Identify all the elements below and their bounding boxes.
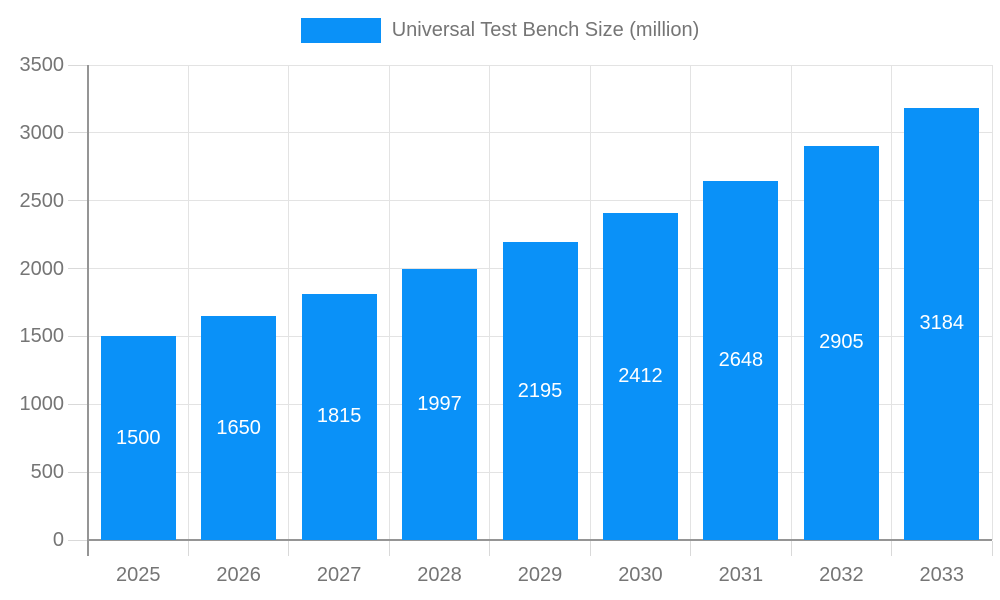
x-axis-label: 2025 <box>115 564 161 586</box>
x-axis-label: 2032 <box>819 564 864 586</box>
x-tick-mark <box>790 541 792 556</box>
x-tick-mark <box>288 541 290 556</box>
x-gridline <box>288 65 290 540</box>
x-tick-mark <box>891 541 893 556</box>
x-tick-mark <box>187 541 189 556</box>
y-gridline <box>88 64 992 66</box>
bar[interactable]: 2905 <box>803 145 879 540</box>
chart-legend: Universal Test Bench Size (million) <box>0 18 1000 43</box>
x-gridline <box>690 65 692 540</box>
x-axis-label: 2029 <box>517 564 563 586</box>
x-tick-mark <box>388 541 390 556</box>
x-tick-mark <box>690 541 692 556</box>
x-tick-mark <box>489 541 491 556</box>
x-gridline <box>187 65 189 540</box>
x-axis-label: 2028 <box>417 564 462 586</box>
y-tick-mark <box>68 268 88 270</box>
bar-value-label: 1650 <box>216 416 261 439</box>
legend-item[interactable]: Universal Test Bench Size (million) <box>300 18 700 43</box>
bar[interactable]: 2195 <box>502 242 578 540</box>
x-gridline <box>589 65 591 540</box>
x-axis-label: 2031 <box>718 564 764 586</box>
bar[interactable]: 1997 <box>402 268 478 540</box>
x-gridline <box>991 65 993 540</box>
bar-value-label: 2195 <box>517 379 563 402</box>
x-axis-label: 2026 <box>216 564 261 586</box>
legend-swatch-icon <box>300 18 381 43</box>
y-axis-line <box>87 65 89 556</box>
y-axis-label: 3500 <box>19 54 65 76</box>
bar-value-label: 1500 <box>115 426 161 449</box>
bar-value-label: 1997 <box>417 392 462 415</box>
bar-value-label: 3184 <box>919 312 965 335</box>
y-tick-mark <box>68 200 88 202</box>
y-tick-mark <box>68 132 88 134</box>
x-gridline <box>891 65 893 540</box>
y-axis-label: 500 <box>30 461 64 484</box>
x-gridline <box>790 65 792 540</box>
bar[interactable]: 1650 <box>201 316 277 540</box>
bar[interactable]: 1815 <box>301 293 377 540</box>
bar[interactable]: 2648 <box>703 180 779 540</box>
x-gridline <box>388 65 390 540</box>
y-tick-mark <box>68 335 88 337</box>
y-axis-label: 1500 <box>19 325 65 348</box>
bar-value-label: 2648 <box>718 348 764 371</box>
x-axis-line <box>88 539 992 541</box>
y-axis-label: 2000 <box>19 257 65 280</box>
bar-value-label: 2905 <box>819 331 864 354</box>
x-axis-label: 2027 <box>316 564 362 586</box>
x-tick-mark <box>589 541 591 556</box>
y-tick-mark <box>68 64 88 66</box>
y-tick-mark <box>68 403 88 405</box>
y-axis-label: 0 <box>52 529 64 551</box>
y-tick-mark <box>68 539 88 541</box>
y-gridline <box>88 200 992 202</box>
y-gridline <box>88 132 992 134</box>
bar[interactable]: 1500 <box>100 336 176 540</box>
y-tick-mark <box>68 471 88 473</box>
y-axis-label: 2500 <box>19 189 65 212</box>
y-axis-label: 1000 <box>19 393 65 416</box>
x-tick-mark <box>991 541 993 556</box>
bar[interactable]: 2412 <box>602 212 678 540</box>
bar-value-label: 2412 <box>618 364 663 387</box>
bar[interactable]: 3184 <box>904 107 980 540</box>
bar-value-label: 1815 <box>316 405 362 428</box>
y-axis-label: 3000 <box>19 121 65 144</box>
x-axis-label: 2033 <box>919 564 965 586</box>
x-axis-label: 2030 <box>618 564 663 586</box>
legend-label: Universal Test Bench Size (million) <box>391 19 700 41</box>
x-gridline <box>489 65 491 540</box>
